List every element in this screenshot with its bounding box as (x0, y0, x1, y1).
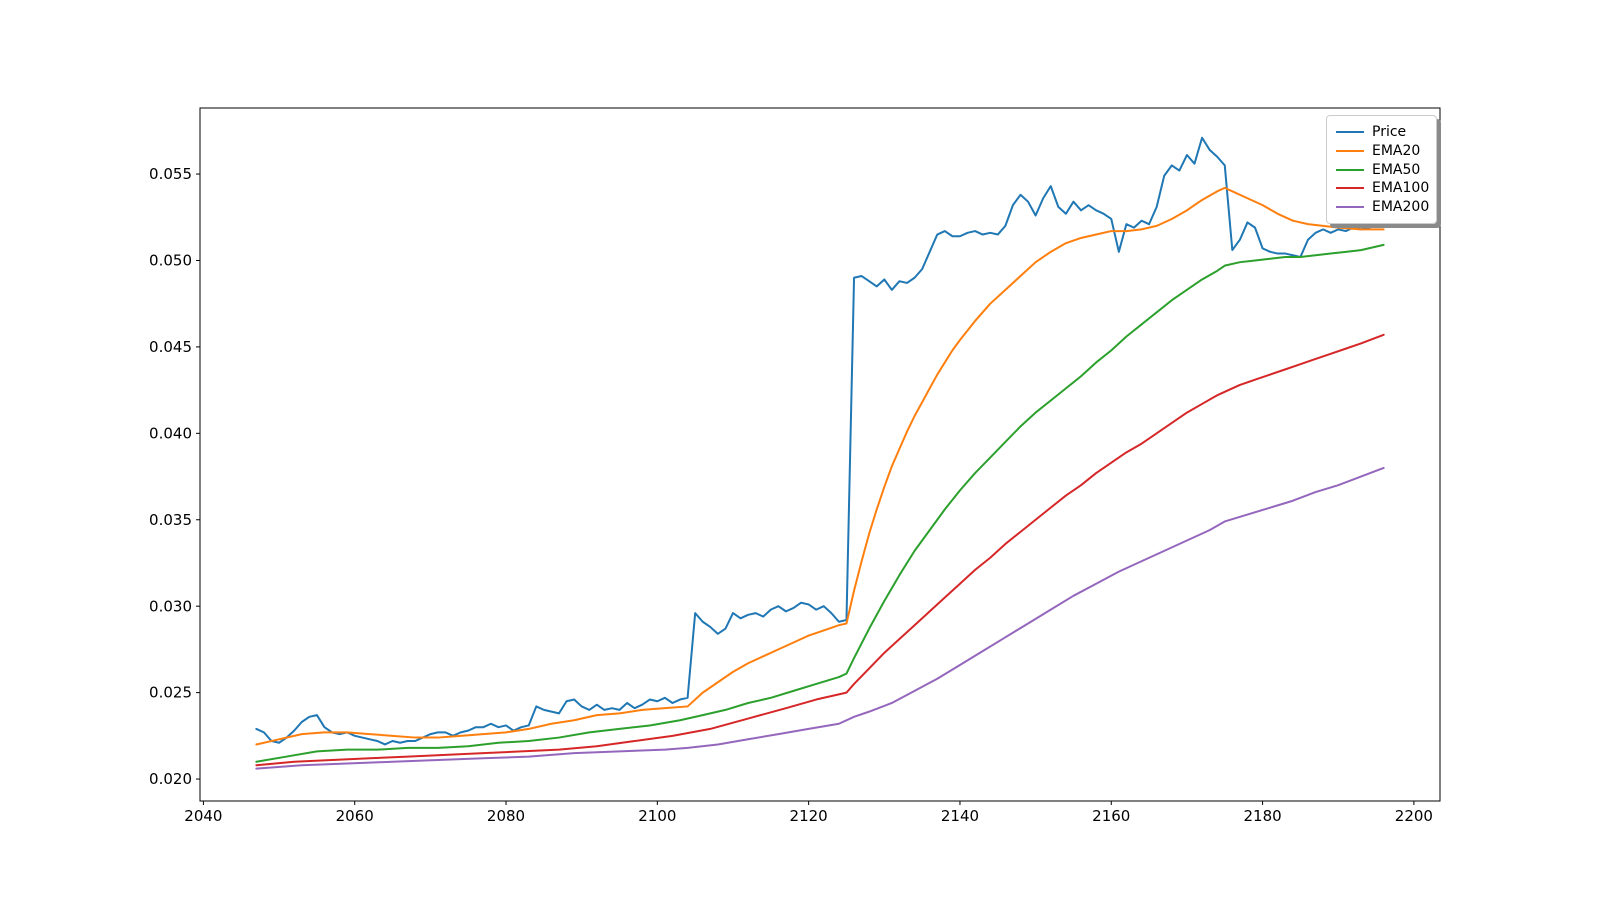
y-tick-label: 0.025 (149, 684, 192, 702)
y-tick-label: 0.040 (149, 424, 192, 442)
legend-entry-ema200: EMA200 (1336, 198, 1430, 216)
x-tick-label: 2200 (1395, 807, 1433, 825)
series-group (255, 136, 1385, 770)
series-line-ema50 (255, 243, 1385, 763)
legend-entry-ema20: EMA20 (1336, 142, 1430, 160)
legend-label: Price (1372, 124, 1407, 140)
legend-entry-ema50: EMA50 (1336, 161, 1430, 179)
series-line-ema200 (255, 466, 1385, 770)
x-tick-label: 2100 (638, 807, 676, 825)
series-line-price (255, 136, 1385, 746)
legend-entry-ema100: EMA100 (1336, 179, 1430, 197)
x-tick-label: 2080 (487, 807, 525, 825)
plot-frame (199, 107, 1441, 802)
legend-label: EMA100 (1372, 180, 1430, 197)
x-tick-label: 2160 (1092, 807, 1130, 825)
legend-line-swatch-ema200 (1336, 206, 1364, 208)
legend-label: EMA20 (1372, 142, 1421, 159)
x-tick-label: 2140 (941, 807, 979, 825)
x-tick-label: 2180 (1243, 807, 1281, 825)
y-tick-label: 0.050 (149, 252, 192, 270)
legend-entry-price: Price (1336, 123, 1430, 141)
legend: Price EMA20 EMA50 EMA100 EMA200 (1326, 115, 1437, 224)
y-tick-label: 0.035 (149, 511, 192, 529)
x-tick-label: 2040 (184, 807, 222, 825)
x-tick-label: 2120 (790, 807, 828, 825)
legend-line-swatch-ema100 (1336, 187, 1364, 190)
legend-line-swatch-price (1336, 131, 1364, 133)
legend-line-swatch-ema20 (1336, 149, 1364, 152)
legend-label: EMA200 (1372, 199, 1430, 215)
series-line-ema100 (255, 333, 1385, 767)
x-tick-label: 2060 (336, 807, 374, 825)
y-tick-label: 0.020 (149, 770, 192, 788)
series-line-ema20 (255, 186, 1385, 746)
y-tick-label: 0.055 (149, 165, 192, 183)
y-tick-label: 0.045 (149, 338, 192, 356)
legend-line-swatch-ema50 (1336, 168, 1364, 171)
y-tick-label: 0.030 (149, 597, 192, 615)
legend-label: EMA50 (1372, 161, 1421, 178)
